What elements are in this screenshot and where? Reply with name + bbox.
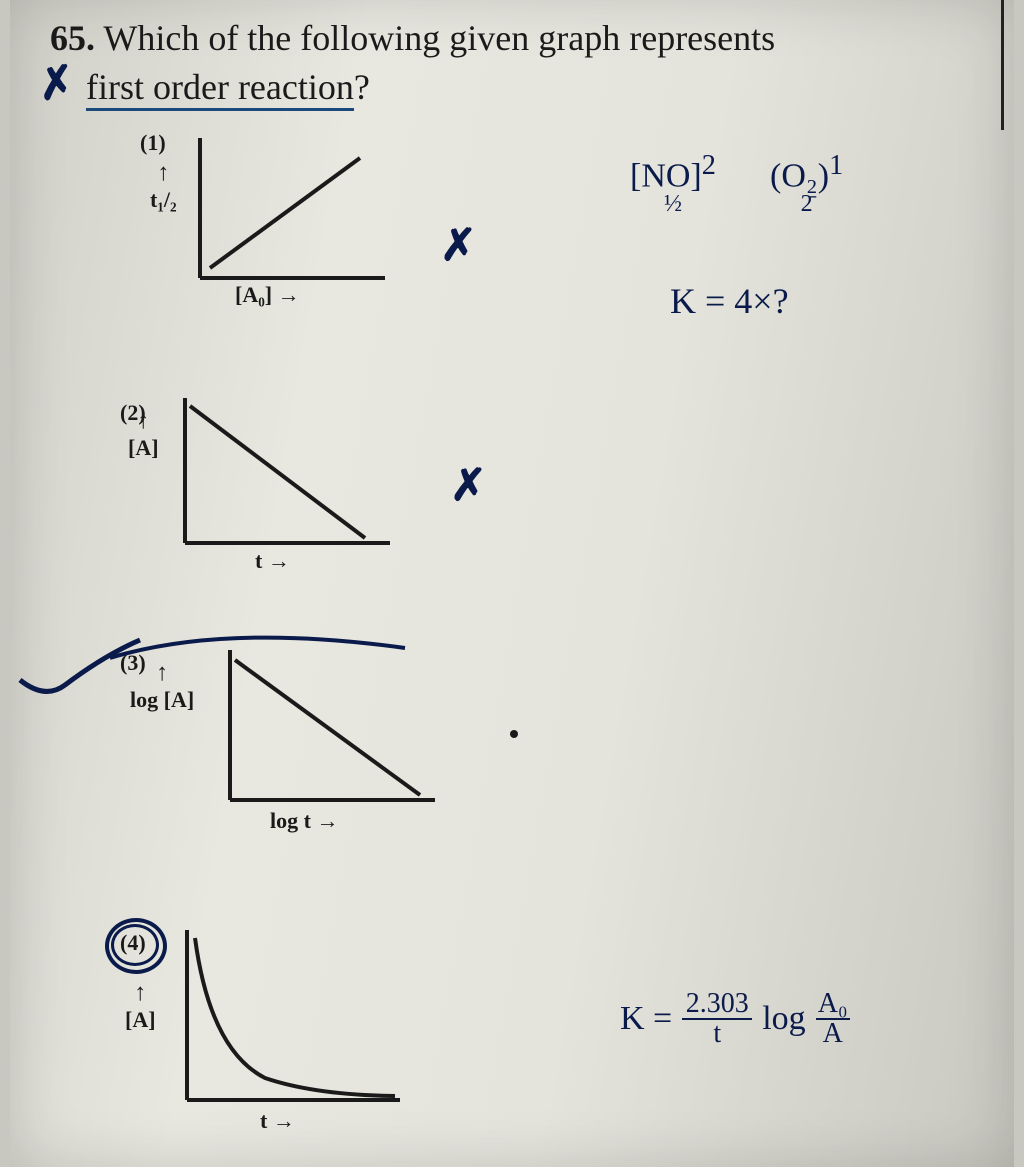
option-3-graph	[220, 640, 450, 820]
option-3-xaxis-wrap: log t	[270, 808, 338, 834]
hand-k-eq1: K = 4×?	[670, 280, 789, 322]
hand-chem2: (O₂)1 2̄	[770, 150, 843, 218]
option-1-xaxis-wrap: [A₀]	[235, 282, 300, 308]
option-3-xaxis: log t	[270, 808, 311, 833]
option-2-xaxis: t	[255, 548, 262, 573]
option-2-yaxis-arrow: [A]	[128, 408, 159, 461]
option-2-x-mark: ✗	[450, 460, 487, 511]
option-3-yaxis-arrow: log [A]	[130, 660, 194, 713]
option-1-label: (1)	[140, 130, 166, 156]
option-1-yaxis-arrow: t₁/₂	[150, 160, 177, 213]
option-1-x-mark: ✗	[440, 220, 477, 271]
page-scan: 65. Which of the following given graph r…	[10, 0, 1014, 1167]
option-4-yaxis: [A]	[125, 1007, 156, 1032]
option-4-xaxis: t	[260, 1108, 267, 1133]
question-underlined: first order reaction	[86, 67, 354, 111]
option-2-graph	[175, 388, 405, 563]
option-4-yaxis-arrow: [A]	[125, 980, 156, 1033]
hand-chem1: [NO]2 ½	[630, 150, 716, 218]
page-border-right	[1001, 0, 1004, 130]
option-4-graph	[175, 920, 415, 1120]
question-text: 65. Which of the following given graph r…	[50, 14, 990, 111]
stray-dot	[510, 730, 518, 738]
option-1-yaxis: t₁/₂	[150, 187, 177, 212]
option-4-xaxis-wrap: t	[260, 1108, 295, 1134]
question-number: 65.	[50, 18, 95, 58]
option-1-graph	[190, 128, 400, 298]
option-2-yaxis: [A]	[128, 435, 159, 460]
hand-x-left: ✗	[35, 56, 79, 112]
question-line1: Which of the following given graph repre…	[103, 18, 775, 58]
option-4-label: (4)	[120, 930, 146, 956]
hand-k-eq2: K = 2.303 t log A₀ A	[620, 990, 850, 1048]
option-1-xaxis: [A₀]	[235, 282, 272, 307]
option-3-yaxis: log [A]	[130, 687, 194, 712]
question-suffix: ?	[354, 67, 370, 107]
option-2-xaxis-wrap: t	[255, 548, 290, 574]
